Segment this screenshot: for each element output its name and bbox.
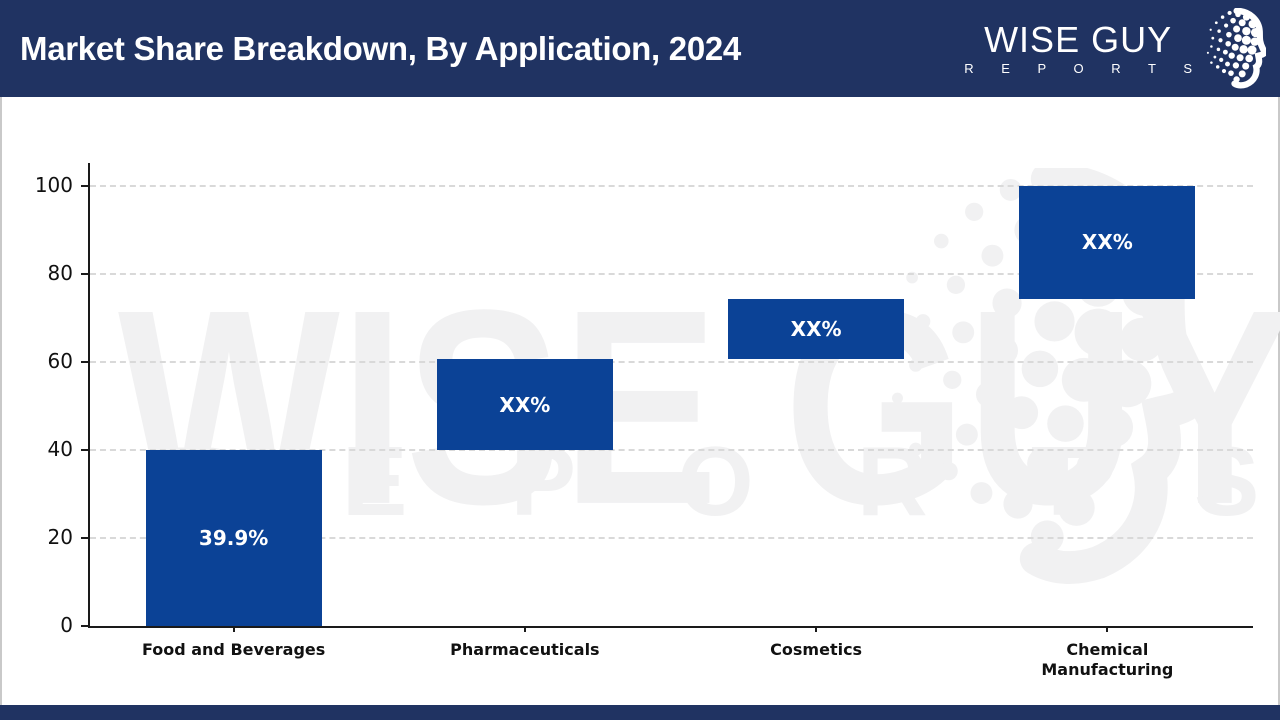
y-axis-tick [81,449,88,451]
y-tick-label: 20 [47,525,73,549]
brand-logo: WISE GUY R E P O R T S [964,8,1266,90]
y-axis-tick [81,537,88,539]
y-axis-tick [81,625,88,627]
y-tick-label: 0 [60,613,73,637]
y-tick-label: 100 [34,173,73,197]
bar-value-label: 39.9% [198,526,269,551]
bar-value-label: XX% [1081,230,1133,255]
bar-value-label: XX% [790,316,842,341]
y-tick-label: 80 [47,261,73,285]
x-axis-tick [232,626,235,632]
x-axis-tick [1106,626,1109,632]
x-category-label: Pharmaceuticals [450,640,600,659]
y-gridline [90,537,1253,539]
x-axis-line [88,626,1253,628]
x-category-label: Chemical Manufacturing [1041,640,1174,679]
y-axis-tick [81,361,88,363]
y-tick-label: 60 [47,349,73,373]
page-title: Market Share Breakdown, By Application, … [20,29,741,67]
brand-logo-text: WISE GUY R E P O R T S [964,19,1192,76]
x-axis-tick [815,626,818,632]
header-bar: Market Share Breakdown, By Application, … [0,0,1280,97]
y-gridline [90,185,1253,187]
bar-value-label: XX% [499,392,551,417]
brand-subname: R E P O R T S [964,61,1204,76]
y-gridline [90,361,1253,363]
footer-bar [0,705,1280,720]
x-category-label: Cosmetics [770,640,863,659]
y-axis-tick [81,273,88,275]
y-axis-tick [81,185,88,187]
wise-guy-head-icon [1196,8,1266,90]
bar-segment: 39.9% [145,450,322,626]
bar-segment: XX% [1019,186,1196,299]
y-gridline [90,273,1253,275]
y-tick-label: 40 [47,437,73,461]
x-category-label: Food and Beverages [141,640,326,659]
bar-segment: XX% [436,358,613,451]
x-axis-tick [523,626,526,632]
y-gridline [90,449,1253,451]
bar-segment: XX% [728,298,905,359]
brand-name: WISE GUY [984,19,1173,60]
y-axis-line [88,163,90,628]
